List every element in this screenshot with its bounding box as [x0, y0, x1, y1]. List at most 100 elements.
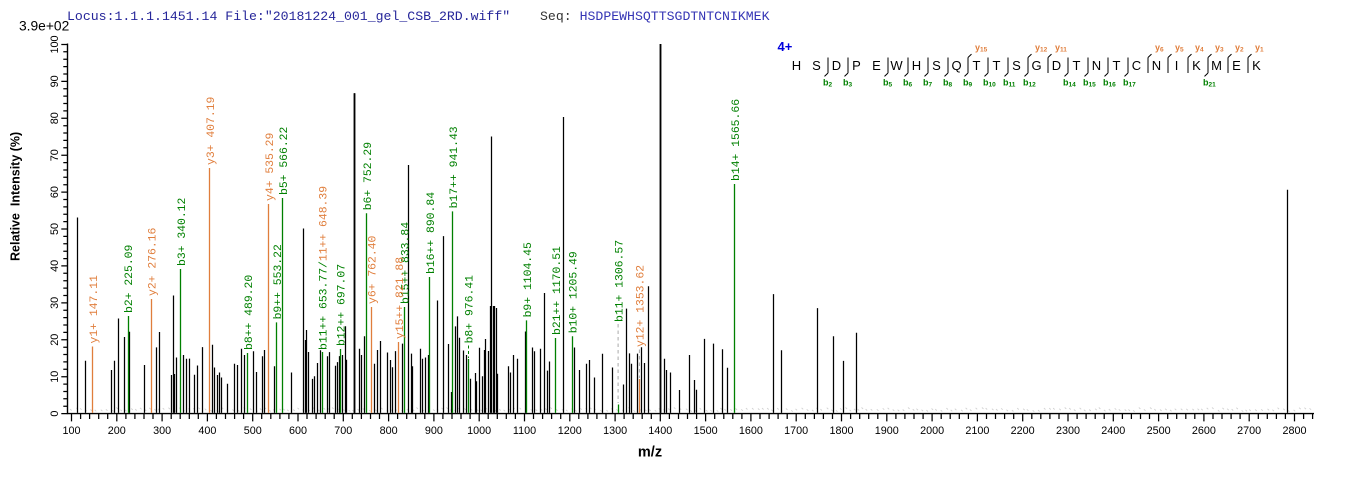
svg-text:900: 900 — [425, 425, 443, 437]
svg-text:b17++ 941.43: b17++ 941.43 — [449, 126, 461, 208]
svg-text:m/z: m/z — [638, 445, 662, 461]
svg-text:b16++ 890.84: b16++ 890.84 — [426, 192, 438, 274]
svg-text:y6: y6 — [1155, 43, 1164, 54]
svg-text:b2: b2 — [823, 78, 833, 89]
svg-text:30: 30 — [49, 297, 61, 309]
svg-text:N: N — [1152, 58, 1161, 73]
svg-text:b6+ 752.29: b6+ 752.29 — [363, 142, 375, 211]
svg-text:2400: 2400 — [1101, 425, 1125, 437]
svg-text:Locus:1.1.1.1451.14 File:"2018: Locus:1.1.1.1451.14 File:"20181224_001_g… — [67, 9, 510, 24]
svg-text:y4: y4 — [1195, 43, 1204, 54]
svg-text:E: E — [872, 58, 881, 73]
svg-text:y2: y2 — [1235, 43, 1244, 54]
svg-text:b8++ 489.20: b8++ 489.20 — [244, 275, 256, 350]
svg-text:2800: 2800 — [1282, 425, 1306, 437]
svg-text:b5+ 566.22: b5+ 566.22 — [279, 126, 291, 195]
svg-text:700: 700 — [334, 425, 352, 437]
svg-text:2000: 2000 — [920, 425, 944, 437]
svg-text:b16: b16 — [1103, 78, 1116, 89]
svg-text:300: 300 — [153, 425, 171, 437]
svg-text:b9: b9 — [963, 78, 973, 89]
svg-text:S: S — [932, 58, 941, 73]
svg-text:b7: b7 — [923, 78, 933, 89]
svg-text:b21++ 1170.51: b21++ 1170.51 — [552, 246, 564, 335]
svg-text:1600: 1600 — [739, 425, 763, 437]
svg-text:y15: y15 — [975, 43, 988, 54]
svg-text:b11+ 1306.57: b11+ 1306.57 — [614, 240, 626, 322]
svg-text:y3: y3 — [1215, 43, 1224, 54]
svg-text:1500: 1500 — [694, 425, 718, 437]
svg-text:Seq: HSDPEWHSQTTSGDTNTCNIKMEK: Seq: HSDPEWHSQTTSGDTNTCNIKMEK — [540, 9, 770, 24]
svg-text:2500: 2500 — [1147, 425, 1171, 437]
svg-text:W: W — [890, 58, 903, 73]
svg-text:y12: y12 — [1035, 43, 1048, 54]
svg-text:1900: 1900 — [875, 425, 899, 437]
svg-text:1700: 1700 — [784, 425, 808, 437]
svg-text:b5: b5 — [883, 78, 893, 89]
svg-text:1300: 1300 — [603, 425, 627, 437]
svg-text:b12: b12 — [1023, 78, 1036, 89]
svg-text:y15++ 821.88: y15++ 821.88 — [395, 257, 407, 339]
svg-text:500: 500 — [244, 425, 262, 437]
svg-text:b21: b21 — [1203, 78, 1216, 89]
svg-text:y1: y1 — [1255, 43, 1264, 54]
svg-text:1100: 1100 — [513, 425, 536, 437]
svg-text:b9++ 553.22: b9++ 553.22 — [273, 244, 285, 319]
svg-text:T: T — [973, 58, 981, 73]
svg-text:3.9e+02: 3.9e+02 — [19, 19, 69, 34]
svg-text:100: 100 — [62, 425, 80, 437]
svg-text:2200: 2200 — [1011, 425, 1035, 437]
svg-text:b8: b8 — [943, 78, 953, 89]
svg-text:G: G — [1031, 58, 1041, 73]
svg-text:b17: b17 — [1123, 78, 1136, 89]
svg-text:600: 600 — [289, 425, 307, 437]
svg-text:D: D — [1052, 58, 1061, 73]
svg-text:b10+ 1205.49: b10+ 1205.49 — [569, 251, 581, 333]
svg-text:b14: b14 — [1063, 78, 1076, 89]
svg-text:y6+ 762.40: y6+ 762.40 — [368, 235, 380, 304]
svg-text:800: 800 — [380, 425, 398, 437]
svg-text:y5: y5 — [1175, 43, 1184, 54]
svg-text:y11: y11 — [1055, 43, 1067, 54]
svg-text:P: P — [852, 58, 861, 73]
svg-text:400: 400 — [198, 425, 216, 437]
svg-text:T: T — [1073, 58, 1081, 73]
svg-text:H: H — [912, 58, 921, 73]
svg-text:1400: 1400 — [648, 425, 672, 437]
svg-text:b14+ 1565.66: b14+ 1565.66 — [731, 99, 743, 181]
svg-text:20: 20 — [49, 334, 61, 346]
svg-text:y1+ 147.11: y1+ 147.11 — [89, 275, 101, 344]
svg-text:K: K — [1192, 58, 1201, 73]
svg-text:D: D — [832, 58, 841, 73]
svg-text:y4+ 535.29: y4+ 535.29 — [265, 132, 277, 201]
svg-text:y12+ 1353.62: y12+ 1353.62 — [636, 265, 648, 347]
svg-text:40: 40 — [49, 260, 61, 272]
svg-text:b11++ 653.77/11++ 648.39: b11++ 653.77/11++ 648.39 — [319, 186, 331, 350]
svg-text:80: 80 — [49, 112, 61, 124]
svg-text:4+: 4+ — [778, 39, 793, 54]
svg-text:b9+ 1104.45: b9+ 1104.45 — [523, 242, 535, 317]
svg-text:0: 0 — [49, 411, 61, 417]
svg-text:2600: 2600 — [1192, 425, 1216, 437]
svg-text:60: 60 — [49, 186, 61, 198]
svg-text:10: 10 — [49, 371, 61, 383]
svg-text:I: I — [1175, 58, 1179, 73]
svg-text:C: C — [1132, 58, 1141, 73]
svg-text:K: K — [1252, 58, 1261, 73]
svg-text:b15: b15 — [1083, 78, 1096, 89]
svg-text:b3+ 340.12: b3+ 340.12 — [177, 197, 189, 266]
svg-text:b8+ 976.41: b8+ 976.41 — [465, 275, 477, 344]
svg-text:E: E — [1232, 58, 1241, 73]
svg-text:b3: b3 — [843, 78, 853, 89]
svg-text:T: T — [1113, 58, 1121, 73]
svg-text:200: 200 — [108, 425, 126, 437]
svg-text:M: M — [1211, 58, 1222, 73]
svg-text:b10: b10 — [983, 78, 996, 89]
svg-text:H: H — [792, 58, 801, 73]
svg-text:1000: 1000 — [467, 425, 491, 437]
svg-text:Relative Intensity (%): Relative Intensity (%) — [9, 132, 23, 261]
svg-text:70: 70 — [49, 149, 61, 161]
svg-text:100: 100 — [49, 35, 61, 53]
svg-text:1200: 1200 — [558, 425, 582, 437]
svg-text:2300: 2300 — [1056, 425, 1080, 437]
